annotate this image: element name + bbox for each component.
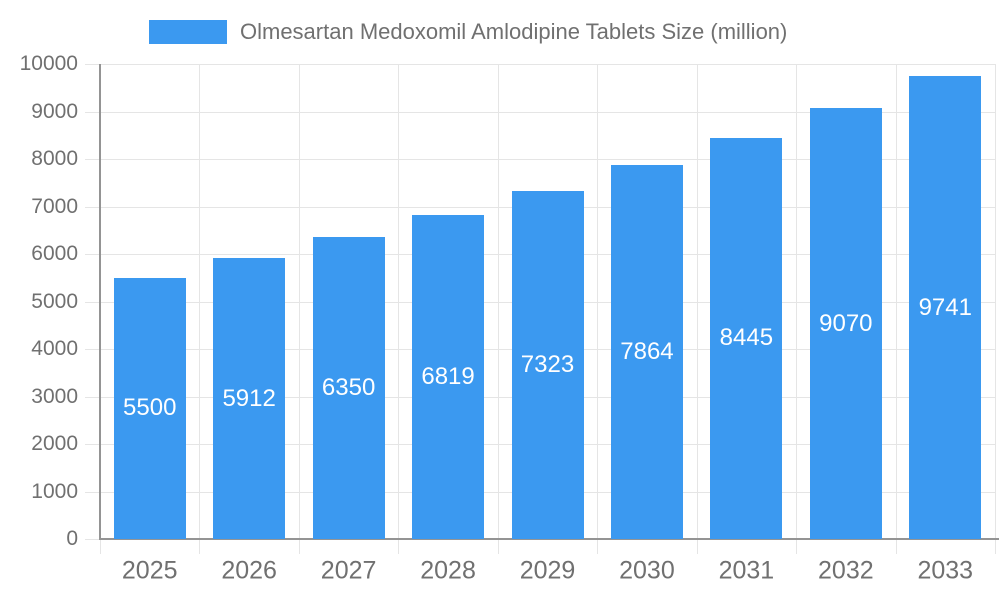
x-axis-line [99, 538, 999, 540]
gridline-vertical [796, 64, 797, 539]
x-axis-tick [100, 539, 101, 554]
x-axis-tick [697, 539, 698, 554]
gridline-vertical [199, 64, 200, 539]
bar-value-label: 8445 [719, 324, 774, 352]
y-axis-tick-label: 4000 [31, 337, 78, 360]
gridline-horizontal [100, 159, 995, 160]
x-axis-tick [199, 539, 200, 554]
x-axis-tick-label: 2026 [221, 556, 277, 585]
y-axis-tick [85, 254, 100, 255]
gridline-vertical [498, 64, 499, 539]
gridline-vertical [597, 64, 598, 539]
bar-value-label: 7864 [620, 338, 674, 366]
bar-2031 [710, 137, 783, 539]
y-axis-tick [85, 112, 100, 113]
y-axis-tick-label: 3000 [31, 385, 78, 408]
bar-2029 [511, 191, 584, 539]
x-axis-tick [796, 539, 797, 554]
bar-2033 [909, 76, 982, 539]
bar-2030 [610, 165, 683, 539]
gridline-vertical [697, 64, 698, 539]
y-axis-tick-label: 9000 [31, 100, 78, 123]
gridline-horizontal [100, 64, 995, 65]
y-axis-tick-label: 5000 [31, 290, 78, 313]
bar-value-label: 5500 [123, 394, 177, 422]
x-axis-tick [398, 539, 399, 554]
legend-swatch [149, 20, 227, 44]
x-axis-tick-label: 2027 [320, 556, 377, 585]
bar-value-label: 7323 [520, 351, 575, 379]
bar-value-label: 5912 [222, 384, 276, 412]
x-axis-tick [299, 539, 300, 554]
x-axis-tick-label: 2029 [519, 556, 576, 585]
x-axis-tick-label: 2028 [420, 556, 476, 585]
y-axis-tick-label: 10000 [19, 52, 78, 75]
bar-value-label: 9741 [918, 293, 972, 321]
y-axis-tick [85, 64, 100, 65]
gridline-vertical [398, 64, 399, 539]
gridline-vertical [896, 64, 897, 539]
x-axis-tick-label: 2033 [917, 556, 974, 585]
x-axis-tick [896, 539, 897, 554]
legend-item[interactable]: Olmesartan Medoxomil Amlodipine Tablets … [149, 19, 787, 45]
x-axis-tick [995, 539, 996, 554]
bar-2028 [412, 215, 485, 539]
gridline-horizontal [100, 112, 995, 113]
gridline-vertical [299, 64, 300, 539]
y-axis-tick [85, 349, 100, 350]
y-axis-tick-label: 2000 [31, 432, 78, 455]
y-axis-tick [85, 539, 100, 540]
x-axis-tick [597, 539, 598, 554]
legend-label: Olmesartan Medoxomil Amlodipine Tablets … [240, 19, 788, 44]
y-axis-tick [85, 302, 100, 303]
bar-2032 [809, 108, 882, 539]
bar-value-label: 9070 [819, 309, 873, 337]
y-axis-tick-label: 6000 [31, 242, 78, 265]
y-axis-tick-label: 0 [66, 527, 78, 550]
y-axis-tick [85, 207, 100, 208]
y-axis-tick-label: 1000 [31, 480, 78, 503]
bar-2026 [213, 258, 286, 539]
x-axis-tick-label: 2031 [718, 556, 775, 585]
x-axis-tick-label: 2025 [121, 556, 178, 585]
legend: Olmesartan Medoxomil Amlodipine Tablets … [149, 19, 787, 45]
y-axis-tick [85, 159, 100, 160]
y-axis-line [99, 64, 101, 539]
y-axis-tick [85, 397, 100, 398]
x-axis-tick-label: 2030 [619, 556, 675, 585]
y-axis-tick [85, 492, 100, 493]
y-axis-tick-label: 8000 [31, 147, 78, 170]
y-axis-tick-label: 7000 [31, 195, 78, 218]
bar-value-label: 6819 [421, 363, 475, 391]
bar-value-label: 6350 [321, 374, 376, 402]
x-axis-tick-label: 2032 [818, 556, 874, 585]
y-axis-tick [85, 444, 100, 445]
x-axis-tick [498, 539, 499, 554]
gridline-vertical [995, 64, 996, 539]
bar-2027 [312, 237, 385, 539]
bar-2025 [113, 277, 186, 539]
